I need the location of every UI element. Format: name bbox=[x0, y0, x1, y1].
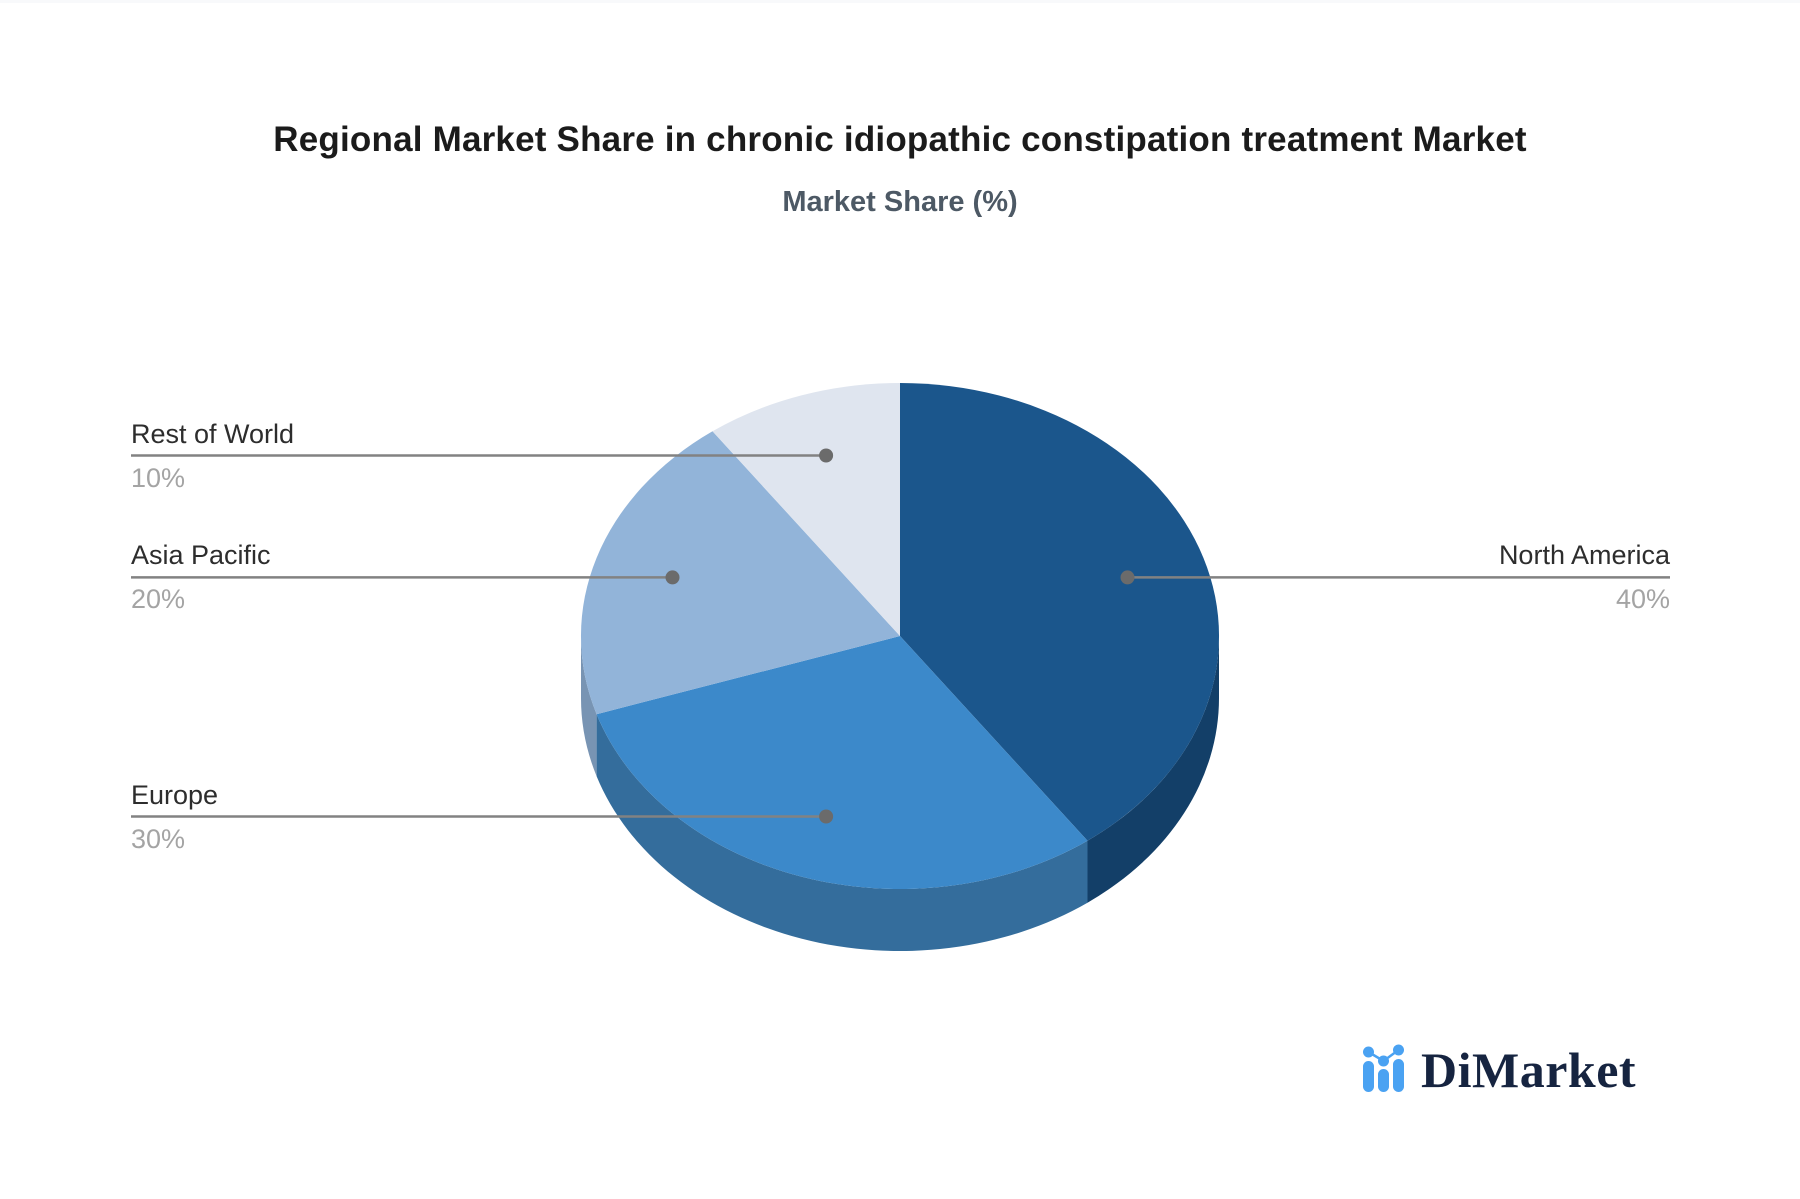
callout-label: North America bbox=[1498, 540, 1670, 571]
callout-label: Europe bbox=[131, 779, 219, 810]
callout-asia-pacific: Asia Pacific 20% bbox=[131, 540, 271, 614]
callout-rest-of-world: Rest of World 10% bbox=[131, 419, 294, 493]
callout-north-america: North America 40% bbox=[1499, 540, 1670, 614]
callout-label: Rest of World bbox=[131, 418, 295, 449]
callout-value: 40% bbox=[1615, 584, 1670, 615]
callout-value: 10% bbox=[131, 462, 186, 493]
chart-subtitle: Market Share (%) bbox=[782, 186, 1018, 218]
callout-label: Asia Pacific bbox=[131, 540, 271, 571]
bar-chart-icon bbox=[1363, 1044, 1404, 1092]
pie-chart bbox=[131, 383, 1670, 952]
callout-europe: Europe 30% bbox=[131, 780, 218, 854]
dimarket-logo: DiMarket bbox=[1363, 1043, 1636, 1095]
dimarket-logo-text: DiMarket bbox=[1421, 1042, 1637, 1098]
callout-value: 20% bbox=[131, 584, 186, 615]
callout-value: 30% bbox=[131, 823, 186, 854]
chart-title: Regional Market Share in chronic idiopat… bbox=[273, 120, 1527, 159]
